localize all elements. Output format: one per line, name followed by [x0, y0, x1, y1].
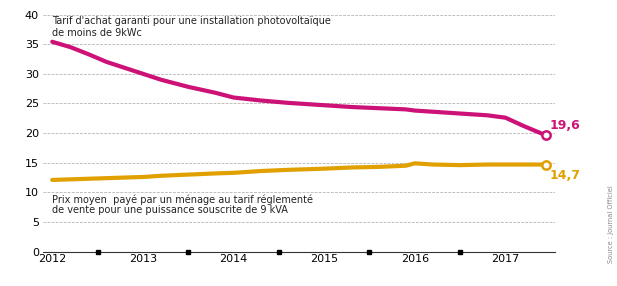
- Text: Prix moyen  payé par un ménage au tarif réglementé: Prix moyen payé par un ménage au tarif r…: [52, 195, 313, 205]
- Text: Tarif d'achat garanti pour une installation photovoltaïque: Tarif d'achat garanti pour une installat…: [52, 16, 331, 26]
- Text: de vente pour une puissance souscrite de 9 kVA: de vente pour une puissance souscrite de…: [52, 205, 288, 215]
- Text: 19,6: 19,6: [550, 119, 581, 132]
- Text: de moins de 9kWc: de moins de 9kWc: [52, 27, 142, 37]
- Text: Source : Journal Officiel: Source : Journal Officiel: [608, 185, 614, 263]
- Text: 14,7: 14,7: [550, 169, 581, 182]
